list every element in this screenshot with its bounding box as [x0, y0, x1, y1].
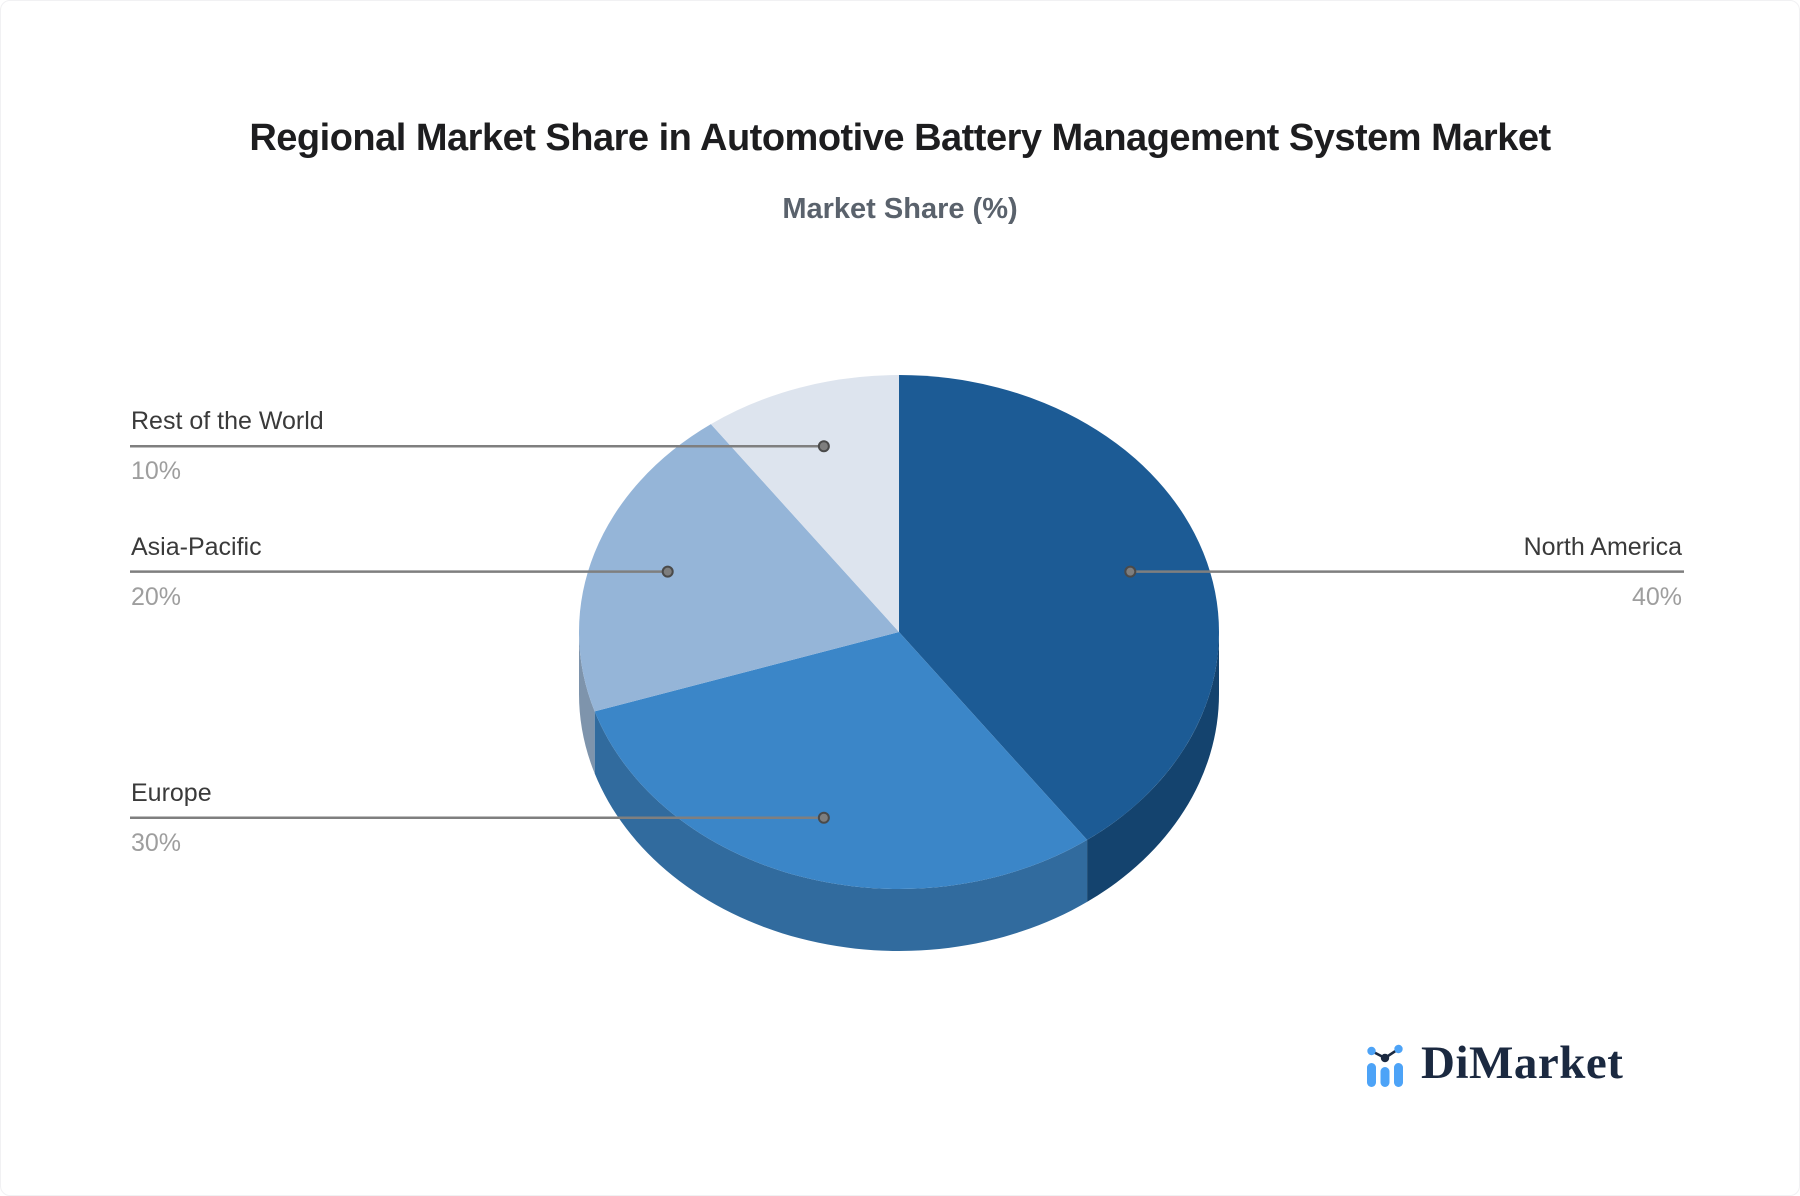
callout-label-asia-pacific: Asia-Pacific — [131, 532, 262, 561]
pie-slice-side-north-america — [1087, 632, 1219, 902]
callout-dot-europe — [817, 811, 830, 824]
chart-title: Regional Market Share in Automotive Batt… — [249, 117, 1551, 159]
pie-slice-asia-pacific — [579, 424, 899, 712]
pie-slice-europe — [594, 632, 1088, 889]
callout-label-europe: Europe — [131, 778, 212, 807]
pie-slice-rest-of-the-world — [710, 375, 899, 632]
callout-dot-asia-pacific — [661, 565, 674, 578]
callout-value-rest-of-the-world: 10% — [131, 457, 182, 486]
callout-value-asia-pacific: 20% — [131, 582, 182, 611]
bar-line-chart-icon — [1367, 1044, 1403, 1087]
brand-logo: DiMarket — [1363, 1037, 1623, 1089]
pie-slice-side-asia-pacific — [579, 632, 595, 774]
brand-name: DiMarket — [1421, 1037, 1624, 1089]
callout-value-europe: 30% — [131, 828, 182, 857]
callout-label-rest-of-the-world: Rest of the World — [131, 407, 324, 436]
callout-value-north-america: 40% — [1631, 582, 1682, 611]
pie-slice-north-america — [899, 375, 1219, 840]
pie-slice-side-europe — [594, 711, 1088, 952]
chart-subtitle: Market Share (%) — [782, 193, 1018, 225]
callout-label-north-america: North America — [1523, 532, 1682, 561]
callout-dot-rest-of-the-world — [817, 440, 830, 453]
callout-dot-north-america — [1124, 565, 1137, 578]
